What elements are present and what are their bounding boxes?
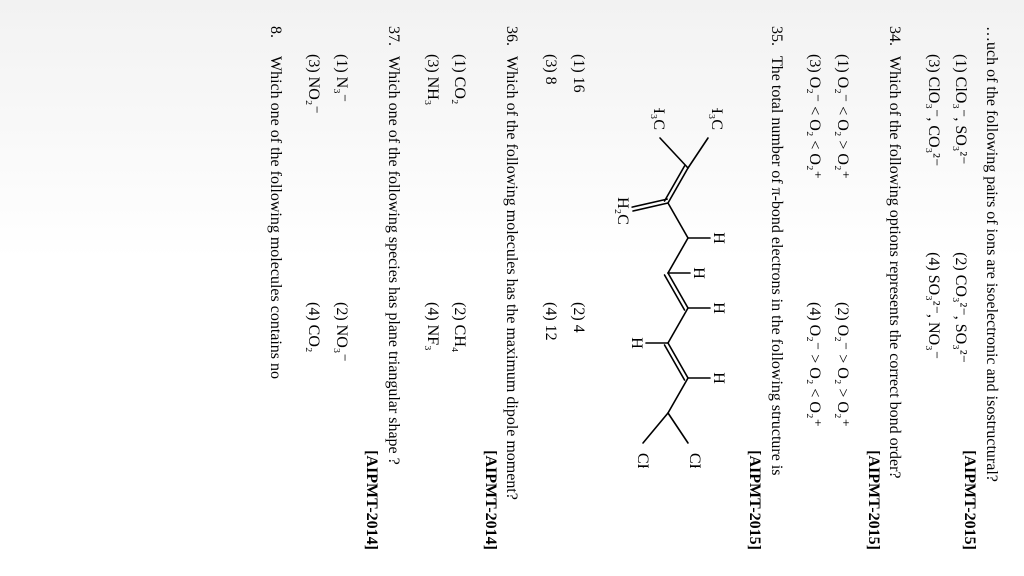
q36-num: 36. — [501, 26, 523, 52]
svg-text:H₃C: H₃C — [708, 108, 725, 130]
svg-text:H: H — [710, 372, 727, 384]
q35-opt-2[interactable]: (2) 4 — [564, 302, 592, 550]
q35-text: The total number of π-bond electrons in … — [744, 56, 787, 550]
q38-text: Which one of the following molecules con… — [264, 56, 286, 550]
q35-tag: [AIPMT-2015] — [744, 450, 766, 550]
q37-opt-4[interactable]: (4) CO₂ — [300, 302, 328, 550]
svg-text:CH₃: CH₃ — [686, 453, 703, 468]
question-37: 37. Which one of the following species h… — [300, 26, 404, 550]
svg-text:H₃C: H₃C — [650, 108, 667, 130]
q36-options: (1) CO₂ (2) CH₄ (3) NH₃ (4) NF₃ — [418, 54, 473, 550]
exam-page: …uch of the following pairs of ions are … — [0, 0, 1024, 576]
q34-options: (1) O₂⁻ < O₂ > O₂⁺ (2) O₂⁻ > O₂ > O₂⁺ (3… — [801, 54, 856, 550]
q35-opt-4[interactable]: (4) 12 — [536, 302, 564, 550]
q34-text: Which of the following options represent… — [862, 56, 905, 550]
lead-options: (1) ClO₃⁻, SO₃²⁻ (2) CO₃²⁻, SO₃²⁻ (3) Cl… — [919, 54, 974, 450]
svg-text:H₂C: H₂C — [614, 197, 631, 225]
lead-opt-2[interactable]: (2) CO₃²⁻, SO₃²⁻ — [947, 252, 975, 450]
question-35: 35. The total number of π-bond electrons… — [536, 26, 786, 550]
lead-opt-1[interactable]: (1) ClO₃⁻, SO₃²⁻ — [947, 54, 975, 252]
q34-opt-4[interactable]: (4) O₂⁻ > O₂ < O₂⁺ — [801, 302, 829, 550]
lead-stem: …uch of the following pairs of ions are … — [980, 26, 1002, 550]
q37-opt-3[interactable]: (3) NO₂⁻ — [300, 54, 328, 302]
question-38-cut: 8. Which one of the following molecules … — [264, 26, 286, 550]
lead-tag: [AIPMT-2015] — [959, 450, 981, 550]
q37-text: Which one of the following species has p… — [361, 56, 404, 550]
question-34: 34. Which of the following options repre… — [801, 26, 905, 550]
question-36: 36. Which of the following molecules has… — [418, 26, 522, 550]
q36-opt-4[interactable]: (4) NF₃ — [418, 302, 446, 550]
q37-options: (1) N₃⁻ (2) NO₃⁻ (3) NO₂⁻ (4) CO₂ — [300, 54, 355, 550]
q37-opt-2[interactable]: (2) NO₃⁻ — [327, 302, 355, 550]
q35-options: (1) 16 (2) 4 (3) 8 (4) 12 — [536, 54, 591, 550]
q36-opt-2[interactable]: (2) CH₄ — [446, 302, 474, 550]
q36-text: Which of the following molecules has the… — [479, 56, 522, 550]
svg-text:H: H — [710, 232, 727, 244]
lead-opt-4[interactable]: (4) SO₃²⁻, NO₃⁻ — [919, 252, 947, 450]
q36-opt-3[interactable]: (3) NH₃ — [418, 54, 446, 302]
q35-opt-3[interactable]: (3) 8 — [536, 54, 564, 302]
q35-num: 35. — [765, 26, 787, 52]
svg-text:H: H — [710, 302, 727, 314]
question-lead: …uch of the following pairs of ions are … — [919, 26, 1002, 550]
q37-tag: [AIPMT-2014] — [361, 450, 383, 550]
q34-num: 34. — [884, 26, 906, 52]
svg-text:H: H — [628, 337, 645, 349]
svg-text:H: H — [690, 267, 707, 279]
q36-tag: [AIPMT-2014] — [479, 450, 501, 550]
lead-opt-3[interactable]: (3) ClO₃⁻, CO₃²⁻ — [919, 54, 947, 252]
q36-opt-1[interactable]: (1) CO₂ — [446, 54, 474, 302]
q34-opt-3[interactable]: (3) O₂⁻ < O₂ < O₂⁺ — [801, 54, 829, 302]
q37-opt-1[interactable]: (1) N₃⁻ — [327, 54, 355, 302]
svg-text:CH₃: CH₃ — [634, 453, 651, 468]
q35-opt-1[interactable]: (1) 16 — [564, 54, 592, 302]
q34-opt-1[interactable]: (1) O₂⁻ < O₂ > O₂⁺ — [828, 54, 856, 302]
q38-num: 8. — [264, 26, 286, 52]
q37-num: 37. — [383, 26, 405, 52]
q34-opt-2[interactable]: (2) O₂⁻ > O₂ > O₂⁺ — [828, 302, 856, 550]
q34-tag: [AIPMT-2015] — [862, 450, 884, 550]
q35-structure: H₃C H₃C H₂C H H H H H CH₃ CH₃ — [598, 108, 738, 468]
lead-text: …uch of the following pairs of ions are … — [983, 26, 1000, 482]
